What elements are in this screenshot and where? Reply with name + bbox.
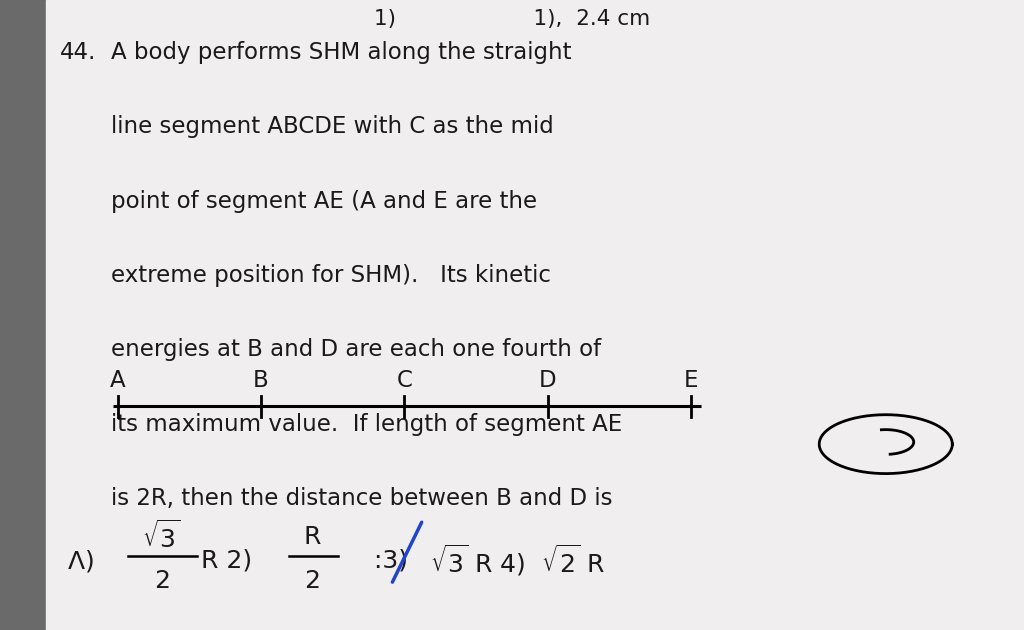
Text: is 2R, then the distance between B and D is: is 2R, then the distance between B and D… — [111, 487, 612, 510]
Text: $\sqrt{3}$: $\sqrt{3}$ — [142, 520, 181, 553]
Text: C: C — [396, 369, 413, 392]
Text: E: E — [684, 369, 698, 392]
Text: $\Lambda$): $\Lambda$) — [67, 547, 93, 574]
Text: extreme position for SHM).   Its kinetic: extreme position for SHM). Its kinetic — [111, 264, 551, 287]
Text: 2: 2 — [304, 569, 321, 593]
Text: 2: 2 — [154, 569, 170, 593]
Text: $\sqrt{3}$ R 4)  $\sqrt{2}$ R: $\sqrt{3}$ R 4) $\sqrt{2}$ R — [430, 543, 605, 578]
Text: 1)                    1),  2.4 cm: 1) 1), 2.4 cm — [374, 9, 650, 30]
Text: A body performs SHM along the straight: A body performs SHM along the straight — [111, 41, 571, 64]
Text: R 2): R 2) — [201, 549, 252, 573]
Text: its maximum value.  If length of segment AE: its maximum value. If length of segment … — [111, 413, 622, 436]
Text: B: B — [253, 369, 269, 392]
Text: A: A — [110, 369, 126, 392]
Text: :3): :3) — [358, 549, 409, 573]
Text: D: D — [539, 369, 557, 392]
Text: point of segment AE (A and E are the: point of segment AE (A and E are the — [111, 190, 537, 213]
Text: line segment ABCDE with C as the mid: line segment ABCDE with C as the mid — [111, 115, 553, 139]
Text: energies at B and D are each one fourth of: energies at B and D are each one fourth … — [111, 338, 601, 362]
Text: 44.: 44. — [59, 41, 96, 64]
Text: R: R — [304, 525, 321, 549]
Bar — [0, 0, 46, 630]
